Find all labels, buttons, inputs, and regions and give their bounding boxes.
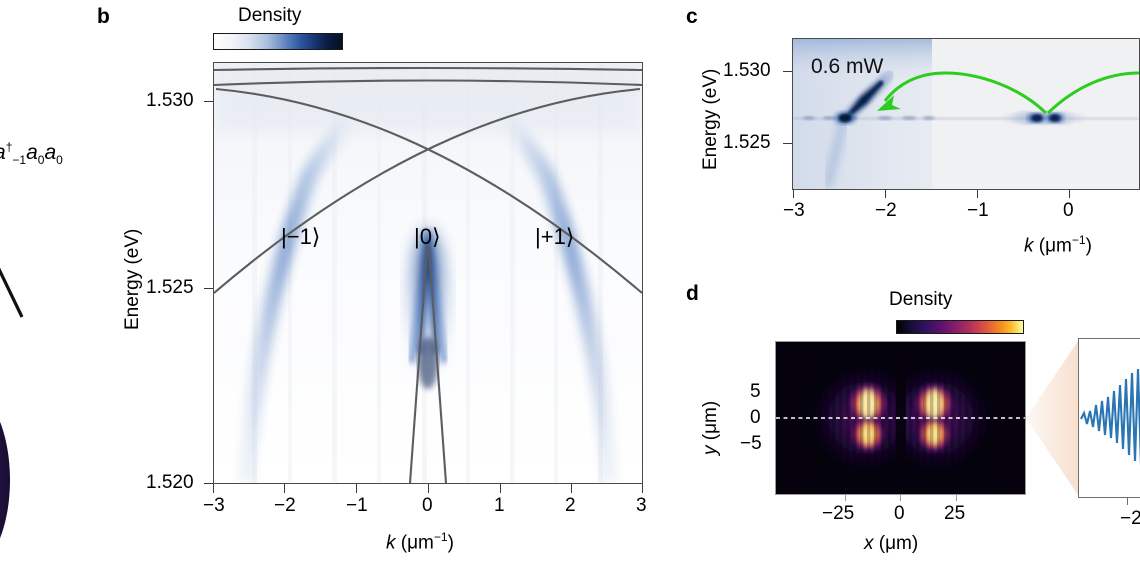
panel-b-xtick-mark--3 xyxy=(213,484,215,493)
formula-sub2: 0 xyxy=(37,153,45,168)
panel-d-inset-waveform xyxy=(1079,339,1140,497)
panel-b-xtick--3: −3 xyxy=(203,495,225,516)
panel-d-density-image xyxy=(776,342,1025,494)
panel-b-ket-minus1: |−1⟩ xyxy=(281,224,321,249)
panel-d-xtick-mark--25 xyxy=(845,495,847,501)
panel-d-zoom-wedge xyxy=(1026,338,1080,498)
panel-b-xaxis-unit: (μm xyxy=(400,532,434,554)
green-arrowhead xyxy=(877,95,901,111)
panel-b-ket-zero: |0⟩ xyxy=(414,224,441,249)
panel-b-xtick-0: 0 xyxy=(422,495,433,516)
panel-d-inset-plot xyxy=(1078,338,1140,498)
panel-b-letter: b xyxy=(97,5,110,28)
formula-a2: a xyxy=(26,141,38,164)
panel-b-xaxis-symbol: k xyxy=(386,532,396,554)
panel-b-xtick-3: 3 xyxy=(636,495,647,516)
panel-c-plot: 0.6 mW xyxy=(792,38,1140,190)
panel-b-xtick--1: −1 xyxy=(346,495,368,516)
panel-d-xtick--25: −25 xyxy=(822,503,855,524)
panel-c-xaxis-symbol: k xyxy=(1024,235,1034,257)
panel-c-xtick-mark--3 xyxy=(793,190,795,198)
panel-b-ytick-mark-1530 xyxy=(204,101,213,103)
panel-b-ket-plus1: |+1⟩ xyxy=(535,224,575,249)
panel-c-xtick--1: −1 xyxy=(967,200,989,221)
panel-b-ytick-mark-1520 xyxy=(204,483,213,485)
formula-a1: a xyxy=(0,141,6,164)
formula-sub1: −1 xyxy=(12,153,27,168)
panel-b-xtick-mark-1 xyxy=(500,484,502,493)
panel-d-xtick-0: 0 xyxy=(894,503,905,524)
panel-b-xtick-mark--2 xyxy=(284,484,286,493)
panel-d-yaxis-label: y (μm) xyxy=(700,401,722,455)
panel-b-xtick-mark--1 xyxy=(356,484,358,493)
green-transfer-arrow xyxy=(883,71,1139,115)
panel-c-xtick-mark--2 xyxy=(885,190,887,198)
inset-fringe-trace xyxy=(1080,368,1140,466)
panel-c-power-text: 0.6 mW xyxy=(811,55,884,78)
formula-sub3: 0 xyxy=(56,153,63,168)
panel-b-ytick-1520: 1.520 xyxy=(146,472,194,493)
panel-c-density-map: 0.6 mW xyxy=(793,39,1139,189)
panel-d-xaxis-unit: (μm) xyxy=(878,533,919,554)
panel-c-xaxis-close: ) xyxy=(1085,235,1092,257)
formula-a3: a xyxy=(44,141,57,164)
panel-b-xaxis-exponent: −1 xyxy=(433,530,448,544)
panel-a-formula: a†−1a0a0 xyxy=(0,140,63,167)
panel-c-xtick-mark--1 xyxy=(977,190,979,198)
panel-c-xtick--2: −2 xyxy=(875,200,897,221)
panel-d-image xyxy=(775,341,1026,495)
panel-c-ytick-mark-1530 xyxy=(783,71,792,73)
panel-b-xtick-mark-2 xyxy=(571,484,573,493)
panel-a-blob-fragment xyxy=(0,421,10,539)
panel-b-xtick-mark-3 xyxy=(642,484,644,493)
panel-b-xaxis-label: k (μm−1) xyxy=(386,530,454,554)
panel-d-colorbar-title: Density xyxy=(889,289,953,310)
panel-b-xtick-2: 2 xyxy=(565,495,576,516)
panel-c-ytick-mark-1525 xyxy=(783,143,792,145)
panel-c-xaxis-label: k (μm−1) xyxy=(1024,233,1092,257)
panel-d-ytick-5: 5 xyxy=(750,381,761,402)
panel-c-xtick--3: −3 xyxy=(783,200,805,221)
panel-d-xtick-mark-0 xyxy=(900,495,902,501)
panel-d-yaxis-symbol: y xyxy=(700,445,721,456)
panel-d-xtick-mark-25 xyxy=(956,495,958,501)
panel-b-colorbar xyxy=(213,33,343,50)
panel-b-ytick-1530: 1.530 xyxy=(146,90,194,111)
panel-d-inset-xtick--2: −2 xyxy=(1120,508,1140,529)
panel-d-xaxis-label: x (μm) xyxy=(864,533,918,555)
panel-d-letter: d xyxy=(686,282,699,305)
panel-b-xaxis-close: ) xyxy=(447,532,454,554)
panel-d-ytick--5: −5 xyxy=(740,433,762,454)
panel-b-xtick-mark-0 xyxy=(428,484,430,493)
panel-d-yaxis-unit: (μm) xyxy=(700,400,721,441)
panel-c-ytick-1530: 1.530 xyxy=(723,60,771,81)
panel-c-xaxis-unit: (μm xyxy=(1038,235,1072,257)
panel-a-fragment: a†−1a0a0 xyxy=(0,120,112,570)
panel-c-yaxis-label: Energy (eV) xyxy=(700,68,721,170)
panel-b-colorbar-title: Density xyxy=(238,5,302,26)
panel-d-ytick-0: 0 xyxy=(750,407,761,428)
panel-b-density-map xyxy=(214,63,642,483)
panel-c-ytick-1525: 1.525 xyxy=(723,132,771,153)
panel-a-arrow-fragment xyxy=(0,267,24,318)
panel-d-xtick-25: 25 xyxy=(944,503,966,524)
panel-d-inset-xtick-mark xyxy=(1127,498,1129,505)
panel-b-xtick--2: −2 xyxy=(274,495,296,516)
panel-b-ytick-mark-1525 xyxy=(204,288,213,290)
panel-b-xtick-1: 1 xyxy=(494,495,505,516)
panel-b-ytick-1525: 1.525 xyxy=(146,277,194,298)
panel-d-colorbar xyxy=(896,320,1024,334)
panel-c-xtick-0: 0 xyxy=(1063,200,1074,221)
panel-b-yaxis-label: Energy (eV) xyxy=(122,228,143,330)
panel-c-letter: c xyxy=(686,5,698,28)
formula-dagger: † xyxy=(5,140,13,154)
panel-b-plot xyxy=(213,62,643,484)
panel-c-xtick-mark-0 xyxy=(1069,190,1071,198)
panel-c-xaxis-exponent: −1 xyxy=(1071,233,1086,247)
panel-d-xaxis-symbol: x xyxy=(864,533,874,554)
